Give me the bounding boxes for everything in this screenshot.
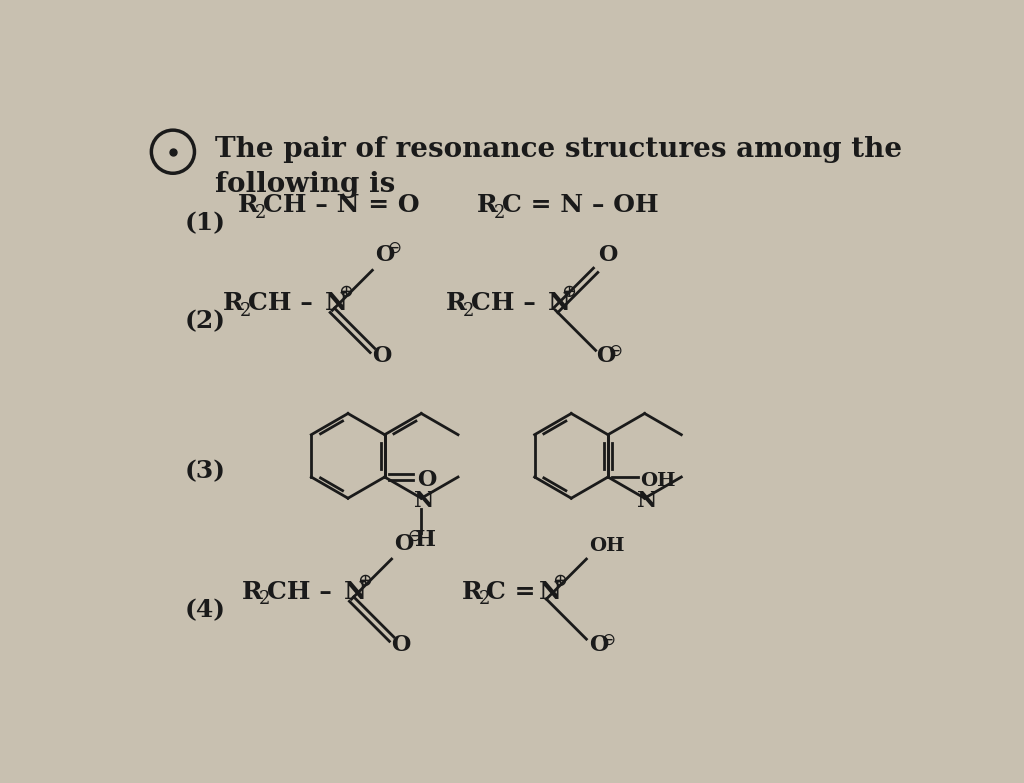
Text: CH –: CH – xyxy=(471,291,536,315)
Text: ⊕: ⊕ xyxy=(552,572,567,590)
Text: R: R xyxy=(243,579,263,604)
Text: ⊖: ⊖ xyxy=(602,630,615,648)
Text: O: O xyxy=(373,345,392,367)
Text: (4): (4) xyxy=(184,598,225,622)
Text: CH –: CH – xyxy=(267,579,332,604)
Text: O: O xyxy=(589,634,608,656)
Text: N: N xyxy=(637,490,657,512)
Text: R: R xyxy=(462,579,482,604)
Text: following is: following is xyxy=(215,171,395,198)
Text: N: N xyxy=(344,579,367,604)
Text: N: N xyxy=(414,490,434,512)
Text: C =: C = xyxy=(486,579,545,604)
Text: 2: 2 xyxy=(255,204,266,222)
Text: 2: 2 xyxy=(240,301,251,319)
Text: N: N xyxy=(548,291,570,315)
Text: ⊕: ⊕ xyxy=(357,572,372,590)
Text: 2: 2 xyxy=(478,590,489,608)
Text: (3): (3) xyxy=(184,460,225,483)
Text: CH –: CH – xyxy=(248,291,312,315)
Text: 2: 2 xyxy=(463,301,474,319)
Text: H: H xyxy=(415,529,436,551)
Text: C = N – OH: C = N – OH xyxy=(502,193,658,217)
Text: (1): (1) xyxy=(184,211,225,236)
Text: ⊕: ⊕ xyxy=(338,283,353,301)
Text: OH: OH xyxy=(589,537,625,555)
Text: ⊖: ⊖ xyxy=(608,341,623,359)
Text: R: R xyxy=(223,291,244,315)
Text: 2: 2 xyxy=(259,590,270,608)
Text: O: O xyxy=(596,345,615,367)
Text: R: R xyxy=(446,291,467,315)
Text: O: O xyxy=(598,244,617,266)
Text: R: R xyxy=(477,193,498,217)
Text: CH – N = O: CH – N = O xyxy=(263,193,420,217)
Text: R: R xyxy=(239,193,259,217)
Text: O: O xyxy=(417,469,436,491)
Text: N: N xyxy=(539,579,561,604)
Text: ⊖: ⊖ xyxy=(407,527,421,545)
Text: O: O xyxy=(375,244,394,266)
Text: N: N xyxy=(325,291,347,315)
Text: ⊕: ⊕ xyxy=(561,283,577,301)
Text: The pair of resonance structures among the: The pair of resonance structures among t… xyxy=(215,136,902,164)
Text: OH: OH xyxy=(640,472,676,490)
Text: (2): (2) xyxy=(184,309,225,333)
Text: O: O xyxy=(391,634,411,656)
Text: ⊖: ⊖ xyxy=(388,239,401,256)
Text: 2: 2 xyxy=(494,204,506,222)
Text: O: O xyxy=(394,533,414,555)
